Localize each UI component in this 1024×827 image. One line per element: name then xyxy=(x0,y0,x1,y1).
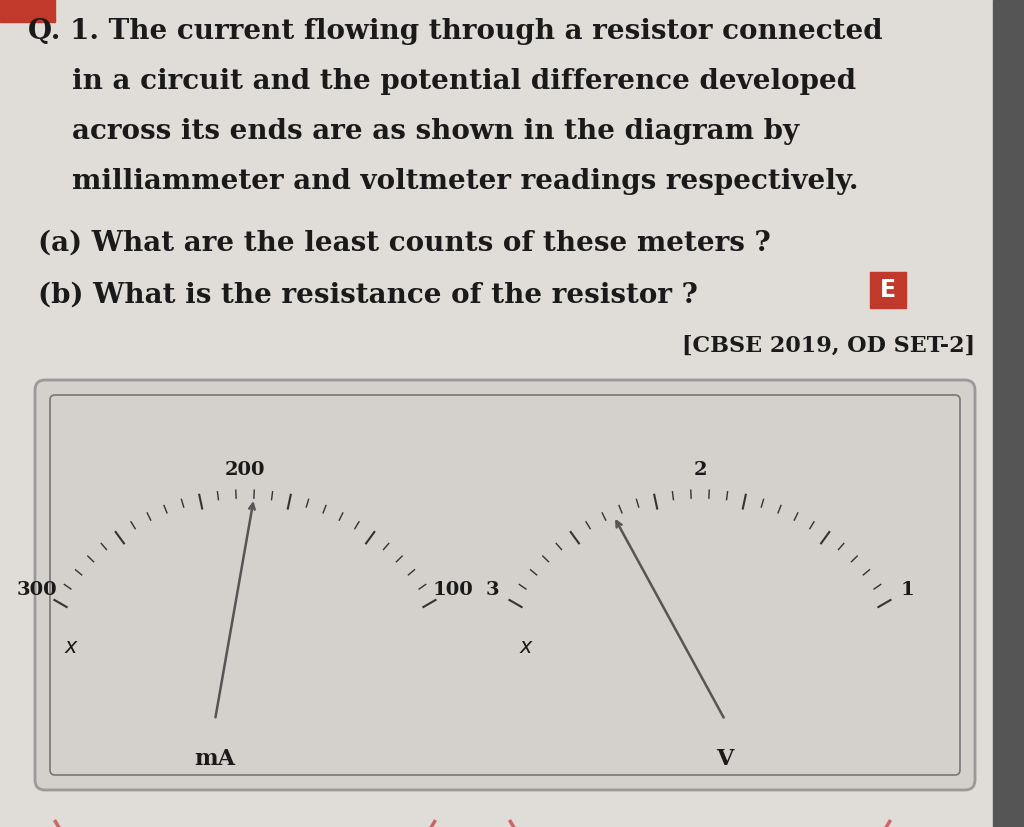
Text: across its ends are as shown in the diagram by: across its ends are as shown in the diag… xyxy=(72,118,799,145)
Text: x: x xyxy=(520,637,532,657)
FancyBboxPatch shape xyxy=(35,380,975,790)
Text: Q. 1. The current flowing through a resistor connected: Q. 1. The current flowing through a resi… xyxy=(28,18,883,45)
Text: mA: mA xyxy=(195,748,236,770)
Text: milliammeter and voltmeter readings respectively.: milliammeter and voltmeter readings resp… xyxy=(72,168,858,195)
Text: [CBSE 2019, OD SET-2]: [CBSE 2019, OD SET-2] xyxy=(682,335,975,357)
Text: (a) What are the least counts of these meters ?: (a) What are the least counts of these m… xyxy=(38,230,771,257)
FancyBboxPatch shape xyxy=(50,395,961,775)
Text: (b) What is the resistance of the resistor ?: (b) What is the resistance of the resist… xyxy=(38,282,698,309)
Bar xyxy=(870,272,906,308)
Text: 300: 300 xyxy=(16,581,57,599)
Text: 100: 100 xyxy=(432,581,473,599)
Text: 1: 1 xyxy=(901,581,914,599)
Text: E: E xyxy=(880,278,896,302)
Text: 3: 3 xyxy=(485,581,499,599)
Text: V: V xyxy=(717,748,733,770)
Text: 200: 200 xyxy=(224,461,265,479)
Bar xyxy=(993,0,1024,827)
Text: x: x xyxy=(65,637,78,657)
Bar xyxy=(0,0,55,22)
Text: 2: 2 xyxy=(693,461,707,479)
Text: in a circuit and the potential difference developed: in a circuit and the potential differenc… xyxy=(72,68,856,95)
